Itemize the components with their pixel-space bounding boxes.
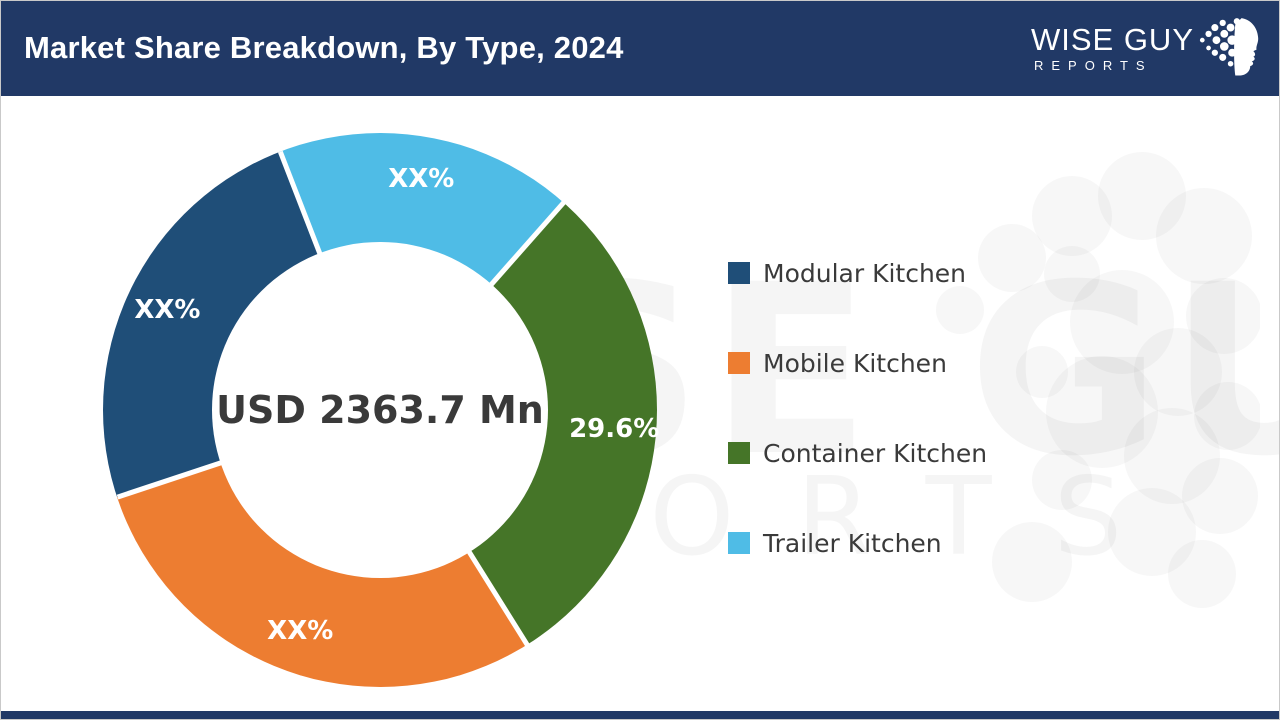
slice-label: 29.6% [569, 414, 660, 445]
donut-chart: USD 2363.7 Mn XX% 29.6% XX% XX% [103, 133, 660, 687]
legend-item: Modular Kitchen [728, 258, 987, 288]
legend-item: Container Kitchen [728, 438, 987, 468]
donut-center-value: USD 2363.7 Mn [216, 388, 544, 432]
slice-label: XX% [267, 616, 334, 647]
donut-hole [212, 242, 548, 578]
logo-subtitle: REPORTS [1033, 57, 1153, 73]
logo-text: WISE GUY REPORTS [1031, 24, 1194, 73]
footer-bar [0, 711, 1280, 720]
legend-swatch [728, 532, 750, 554]
slice-label: XX% [134, 294, 201, 325]
legend-label: Container Kitchen [763, 438, 988, 468]
legend-swatch [728, 262, 750, 284]
wiseguy-logo: WISE GUY REPORTS [1031, 9, 1262, 87]
logo-wordmark: WISE GUY [1030, 21, 1194, 57]
slice-label: XX% [388, 163, 455, 194]
legend-item: Mobile Kitchen [728, 348, 987, 378]
legend-swatch [728, 442, 750, 464]
legend-label: Trailer Kitchen [763, 528, 942, 558]
page-title: Market Share Breakdown, By Type, 2024 [24, 30, 624, 65]
header-bar: Market Share Breakdown, By Type, 2024 WI… [0, 0, 1280, 96]
legend-item: Trailer Kitchen [728, 528, 987, 558]
legend: Modular Kitchen Mobile Kitchen Container K… [728, 258, 987, 618]
legend-label: Mobile Kitchen [763, 348, 947, 378]
watermark-face-dots [936, 152, 1260, 608]
legend-label: Modular Kitchen [763, 258, 967, 288]
logo-face-icon [1199, 18, 1259, 76]
legend-swatch [728, 352, 750, 374]
